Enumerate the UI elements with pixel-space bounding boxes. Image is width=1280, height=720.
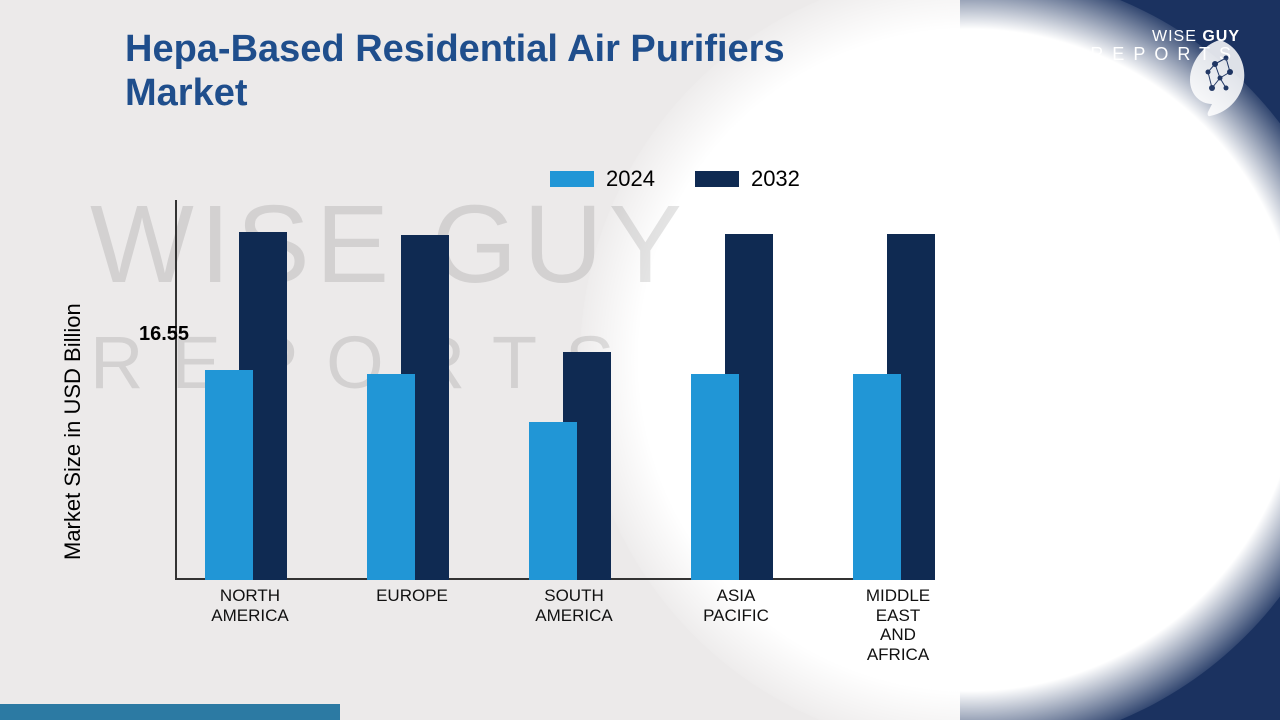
category-label: MIDDLEEASTANDAFRICA	[823, 586, 973, 664]
category-label: SOUTHAMERICA	[499, 586, 649, 625]
bar-2024-europe	[367, 374, 415, 580]
y-axis-label: Market Size in USD Billion	[60, 303, 86, 560]
bar-2024-middle-east-and-africa	[853, 374, 901, 580]
bar-2024-south-america	[529, 422, 577, 580]
chart-title: Hepa-Based Residential Air Purifiers Mar…	[125, 28, 825, 115]
plot-area: 16.55	[175, 200, 935, 580]
bar-2024-north-america	[205, 370, 253, 580]
brand-head-icon	[1160, 34, 1250, 124]
bar-2024-asia-pacific	[691, 374, 739, 580]
y-axis-line	[175, 200, 177, 580]
brand-logo: WISE GUY REPORTS	[1090, 28, 1240, 65]
bar-chart: 16.55 NORTHAMERICA EUROPE SOUTHAMERICA ASIA…	[115, 170, 935, 700]
infographic-stage: WISE GUY REPORTS Hepa-Based Residential …	[0, 0, 1280, 720]
footer-accent-bar	[0, 704, 340, 720]
category-label: EUROPE	[337, 586, 487, 606]
category-label: NORTHAMERICA	[175, 586, 325, 625]
data-label: 16.55	[139, 323, 189, 346]
category-label: ASIAPACIFIC	[661, 586, 811, 625]
